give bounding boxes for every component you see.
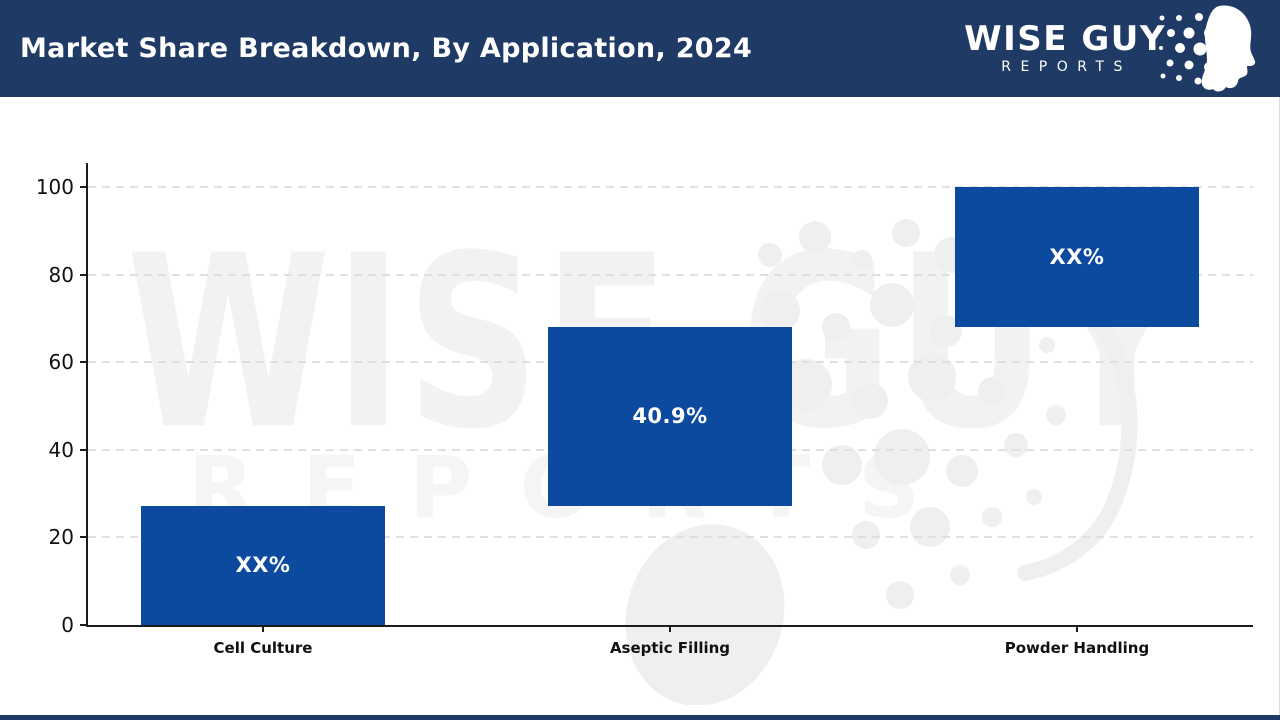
x-axis-label: Powder Handling: [1004, 639, 1150, 657]
y-tick: [80, 186, 87, 189]
bar-value-label: XX%: [235, 553, 291, 578]
y-tick: [80, 273, 87, 276]
brand-logo: WISE GUY REPORTS: [964, 3, 1256, 95]
y-gridline: [88, 186, 1253, 189]
bar: XX%: [141, 505, 385, 625]
bar: 40.9%: [548, 326, 792, 506]
brand-face-icon: [1159, 5, 1256, 91]
y-tick: [80, 536, 87, 539]
y-axis-spine: [86, 163, 88, 627]
x-tick: [262, 625, 264, 632]
x-tick: [1076, 625, 1078, 632]
x-axis-label: Cell Culture: [213, 639, 313, 657]
y-gridline: [88, 273, 1253, 276]
y-tick-label: 0: [61, 613, 74, 637]
x-tick: [669, 625, 671, 632]
x-axis-label: Aseptic Filling: [609, 639, 731, 657]
bar: XX%: [955, 187, 1199, 327]
header-bar: Market Share Breakdown, By Application, …: [0, 0, 1280, 97]
y-tick-label: 20: [48, 525, 74, 550]
brand-subtitle: REPORTS: [1001, 59, 1132, 75]
y-tick-label: 80: [48, 262, 74, 287]
bar-value-label: XX%: [1049, 244, 1105, 269]
footer-bar: [0, 715, 1280, 720]
y-tick: [80, 448, 87, 451]
bar-value-label: 40.9%: [632, 404, 708, 429]
plot-area: 0 20 40 60 80 100 XX% Cell Culture 40.9% Aseptic …: [0, 97, 1280, 720]
brand-text: WISE GUY REPORTS: [964, 22, 1166, 75]
page-title: Market Share Breakdown, By Application, …: [20, 33, 753, 64]
y-tick-label: 100: [35, 175, 74, 200]
y-tick-label: 60: [48, 350, 74, 375]
brand-wordmark: WISE GUY: [964, 19, 1166, 59]
y-tick: [80, 624, 87, 626]
y-tick: [80, 361, 87, 364]
y-tick-label: 40: [48, 437, 74, 462]
